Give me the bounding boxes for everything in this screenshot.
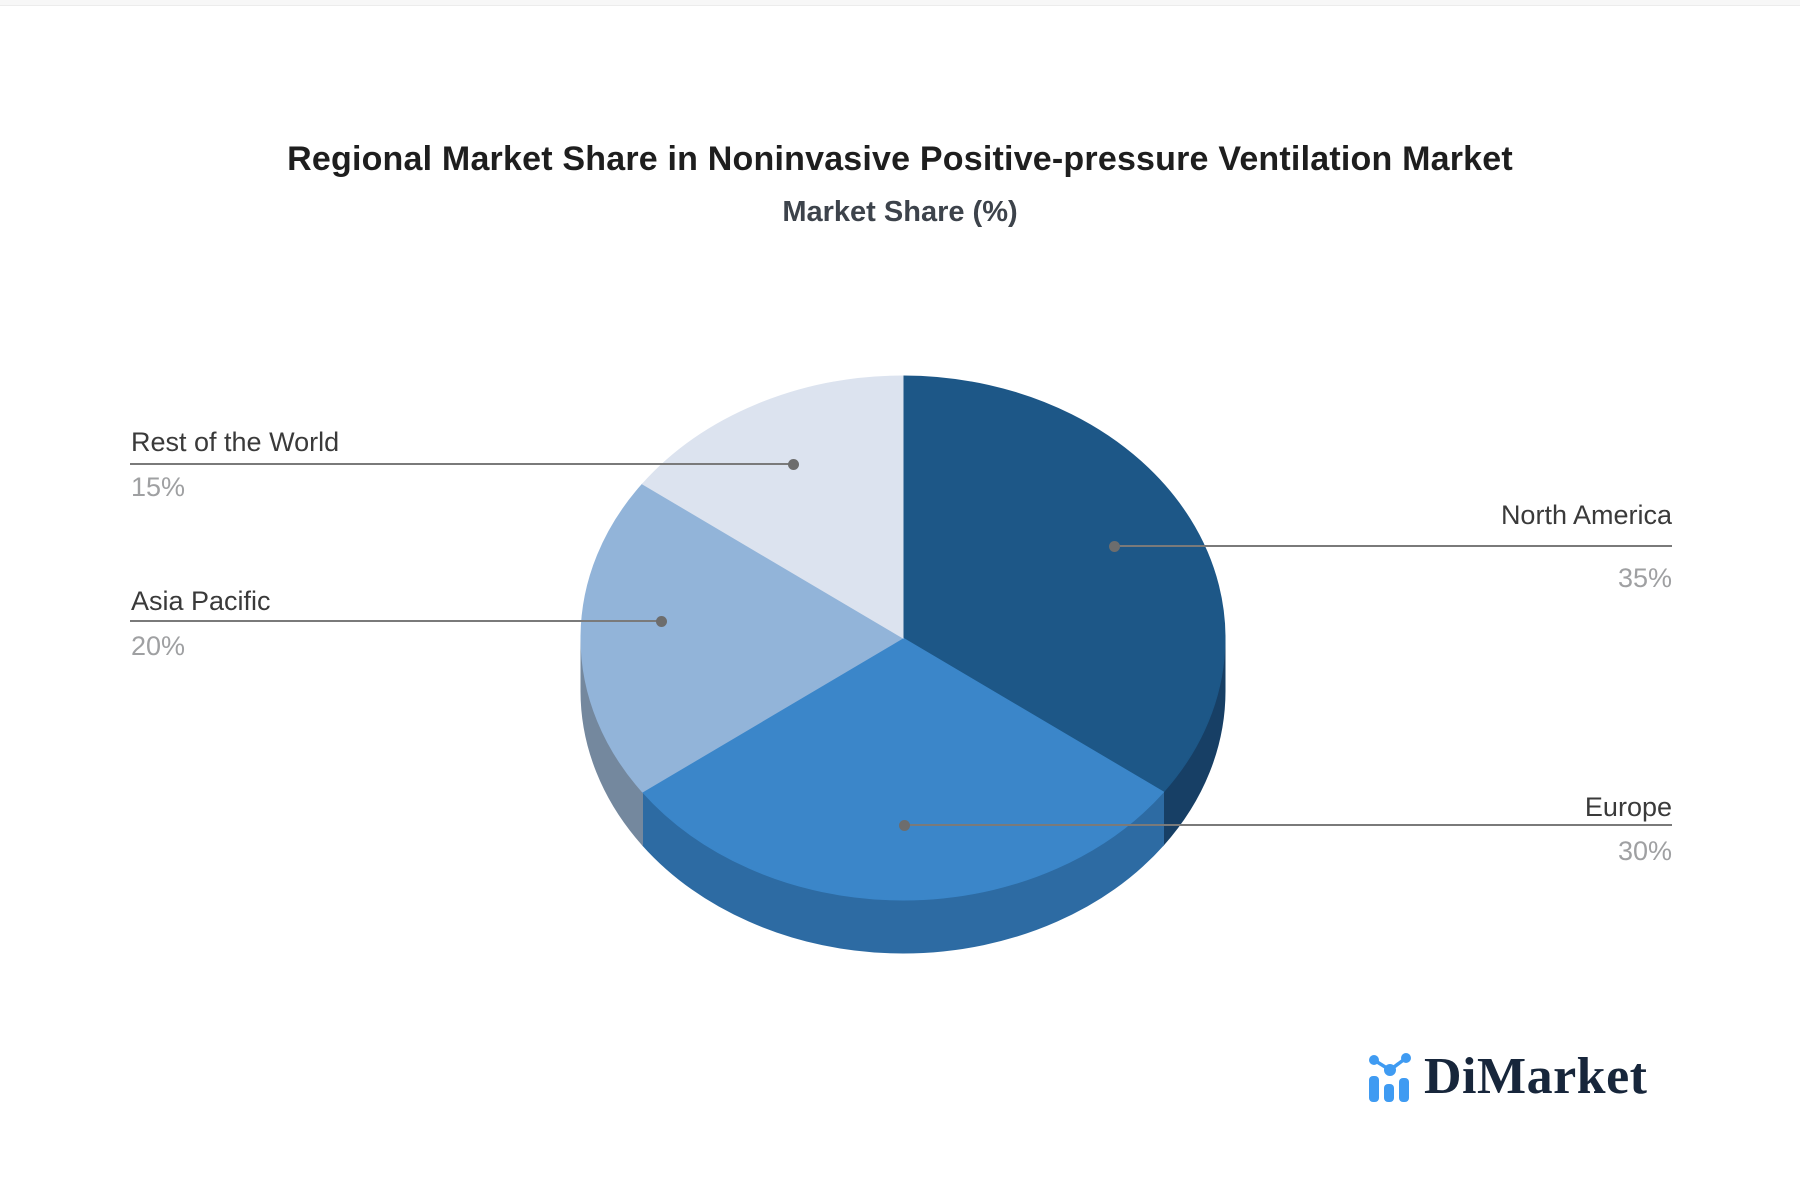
callout-value-rest-of-the-world: 15% <box>131 472 186 502</box>
bar-chart-trend-icon <box>1369 1053 1411 1102</box>
callout-line-north-america <box>1114 545 1672 547</box>
callout-value-asia-pacific: 20% <box>131 631 186 661</box>
callout-label-asia-pacific: Asia Pacific <box>131 586 271 616</box>
callout-line-europe <box>904 824 1672 826</box>
brand-logo: DiMarket <box>1366 1038 1647 1114</box>
chart-title: Regional Market Share in Noninvasive Pos… <box>287 140 1513 178</box>
top-strip <box>0 0 1800 6</box>
brand-logo-text: DiMarket <box>1424 1047 1648 1105</box>
callout-dot-north-america <box>1109 541 1120 552</box>
callout-line-asia-pacific <box>130 620 661 622</box>
callout-dot-rest-of-the-world <box>788 459 799 470</box>
pie-slice-europe[interactable] <box>641 637 1165 901</box>
logo-bars <box>1369 1076 1409 1102</box>
logo-trend-line <box>1369 1053 1411 1076</box>
callout-label-europe: Europe <box>1584 792 1672 822</box>
pie-slice-north-america[interactable] <box>902 375 1226 793</box>
callout-dot-asia-pacific <box>656 616 667 627</box>
callout-value-europe: 30% <box>1617 836 1672 866</box>
callout-label-rest-of-the-world: Rest of the World <box>131 427 340 457</box>
chart-subtitle: Market Share (%) <box>782 196 1018 228</box>
callout-line-rest-of-the-world <box>130 463 793 465</box>
callout-label-north-america: North America <box>1500 500 1672 530</box>
callout-dot-europe <box>899 820 910 831</box>
pie-slice-asia-pacific[interactable] <box>580 483 904 793</box>
callout-value-north-america: 35% <box>1617 563 1672 593</box>
